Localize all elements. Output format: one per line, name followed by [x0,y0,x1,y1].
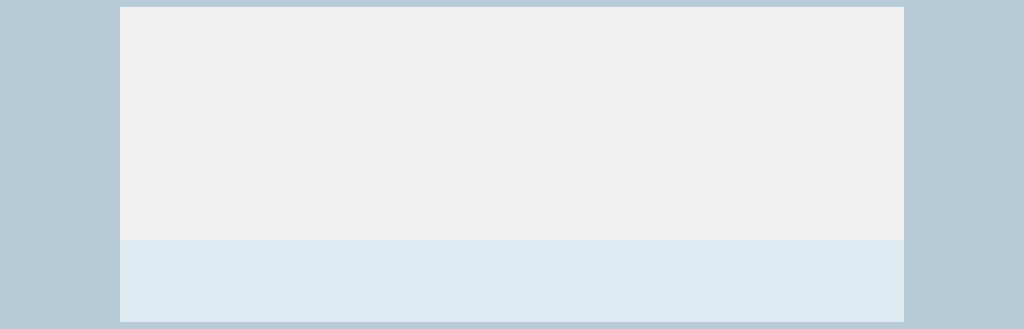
Text: Number of π-electrons takes part in resonance in: Number of π-electrons takes part in reso… [232,66,894,91]
Text: O: O [510,217,529,240]
Text: the given compound is :-: the given compound is :- [232,96,561,121]
